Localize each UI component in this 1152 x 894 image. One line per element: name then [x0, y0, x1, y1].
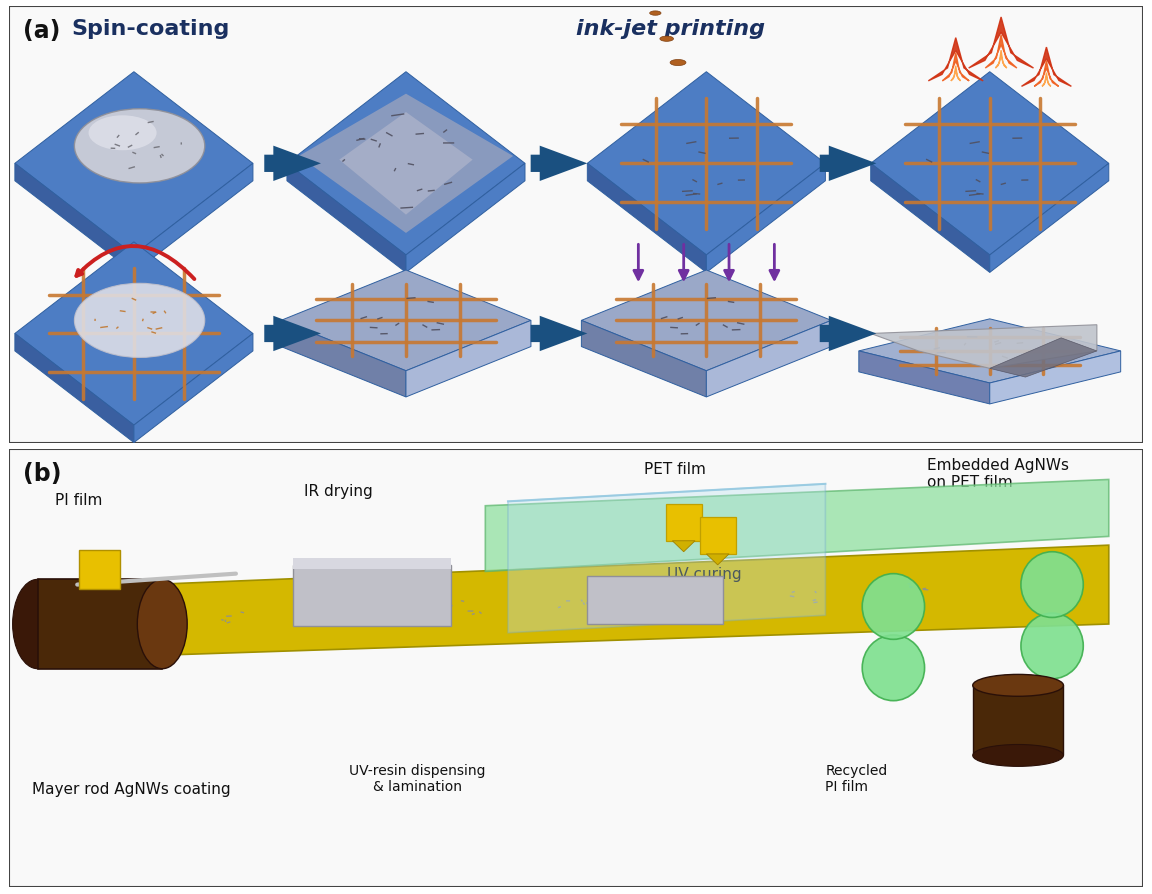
- Text: ink-jet printing: ink-jet printing: [576, 20, 765, 39]
- Polygon shape: [706, 320, 832, 397]
- Polygon shape: [859, 319, 1121, 383]
- Polygon shape: [134, 164, 253, 273]
- Polygon shape: [582, 270, 832, 371]
- Ellipse shape: [89, 115, 157, 150]
- Text: Recycled
PI film: Recycled PI film: [825, 764, 888, 795]
- Polygon shape: [1043, 72, 1051, 87]
- Ellipse shape: [1021, 613, 1083, 679]
- Polygon shape: [706, 164, 825, 273]
- FancyArrow shape: [264, 146, 321, 181]
- Polygon shape: [588, 72, 825, 255]
- Ellipse shape: [972, 745, 1063, 766]
- Polygon shape: [969, 17, 1033, 68]
- Polygon shape: [298, 94, 513, 233]
- FancyArrow shape: [264, 316, 321, 351]
- Text: (a): (a): [23, 20, 60, 43]
- Text: UV-resin dispensing
& lamination: UV-resin dispensing & lamination: [349, 764, 485, 795]
- Ellipse shape: [862, 574, 925, 639]
- FancyArrow shape: [820, 316, 877, 351]
- Polygon shape: [508, 484, 825, 633]
- Polygon shape: [985, 35, 1017, 68]
- Polygon shape: [134, 333, 253, 443]
- Polygon shape: [871, 325, 1097, 368]
- Polygon shape: [287, 72, 525, 255]
- Polygon shape: [942, 53, 969, 80]
- Polygon shape: [15, 242, 253, 425]
- Text: (b): (b): [23, 462, 61, 486]
- Polygon shape: [1022, 47, 1071, 87]
- Polygon shape: [406, 164, 525, 273]
- Polygon shape: [1034, 61, 1059, 87]
- FancyArrow shape: [531, 146, 588, 181]
- Text: UV curing: UV curing: [667, 567, 741, 582]
- Polygon shape: [706, 554, 729, 565]
- Ellipse shape: [75, 283, 205, 358]
- Polygon shape: [588, 164, 706, 273]
- Text: IR drying: IR drying: [304, 484, 373, 499]
- Polygon shape: [582, 320, 706, 397]
- Circle shape: [650, 11, 661, 15]
- Polygon shape: [929, 38, 983, 80]
- Polygon shape: [340, 112, 472, 215]
- Text: PI film: PI film: [54, 493, 101, 508]
- Polygon shape: [990, 338, 1097, 377]
- Text: PET film: PET film: [644, 462, 706, 477]
- FancyBboxPatch shape: [666, 503, 702, 541]
- Polygon shape: [972, 686, 1063, 755]
- Polygon shape: [871, 164, 990, 273]
- Polygon shape: [673, 541, 695, 552]
- FancyBboxPatch shape: [293, 565, 452, 626]
- Ellipse shape: [137, 579, 187, 669]
- FancyArrow shape: [820, 146, 877, 181]
- FancyBboxPatch shape: [699, 517, 736, 554]
- FancyBboxPatch shape: [9, 449, 1143, 887]
- Polygon shape: [15, 333, 134, 443]
- Polygon shape: [281, 270, 531, 371]
- Polygon shape: [859, 351, 990, 404]
- Ellipse shape: [972, 674, 1063, 696]
- Polygon shape: [950, 66, 961, 80]
- Ellipse shape: [75, 109, 205, 183]
- Polygon shape: [990, 164, 1108, 273]
- Polygon shape: [281, 320, 406, 397]
- Polygon shape: [287, 164, 406, 273]
- Polygon shape: [871, 72, 1108, 255]
- Ellipse shape: [862, 635, 925, 701]
- Polygon shape: [38, 579, 162, 669]
- Ellipse shape: [1021, 552, 1083, 618]
- Polygon shape: [990, 351, 1121, 404]
- FancyBboxPatch shape: [9, 6, 1143, 443]
- FancyArrow shape: [531, 316, 588, 351]
- Ellipse shape: [13, 579, 62, 669]
- FancyBboxPatch shape: [293, 558, 452, 569]
- Polygon shape: [485, 479, 1108, 571]
- Polygon shape: [15, 72, 253, 255]
- FancyBboxPatch shape: [588, 576, 723, 624]
- Polygon shape: [15, 164, 134, 273]
- Polygon shape: [406, 320, 531, 397]
- Circle shape: [670, 60, 685, 65]
- Text: Spin-coating: Spin-coating: [71, 20, 230, 39]
- Polygon shape: [44, 545, 1108, 659]
- Text: Mayer rod AgNWs coating: Mayer rod AgNWs coating: [32, 781, 230, 797]
- Circle shape: [660, 36, 674, 41]
- FancyBboxPatch shape: [79, 550, 120, 589]
- Polygon shape: [995, 50, 1007, 68]
- Text: Embedded AgNWs
on PET film: Embedded AgNWs on PET film: [927, 458, 1069, 490]
